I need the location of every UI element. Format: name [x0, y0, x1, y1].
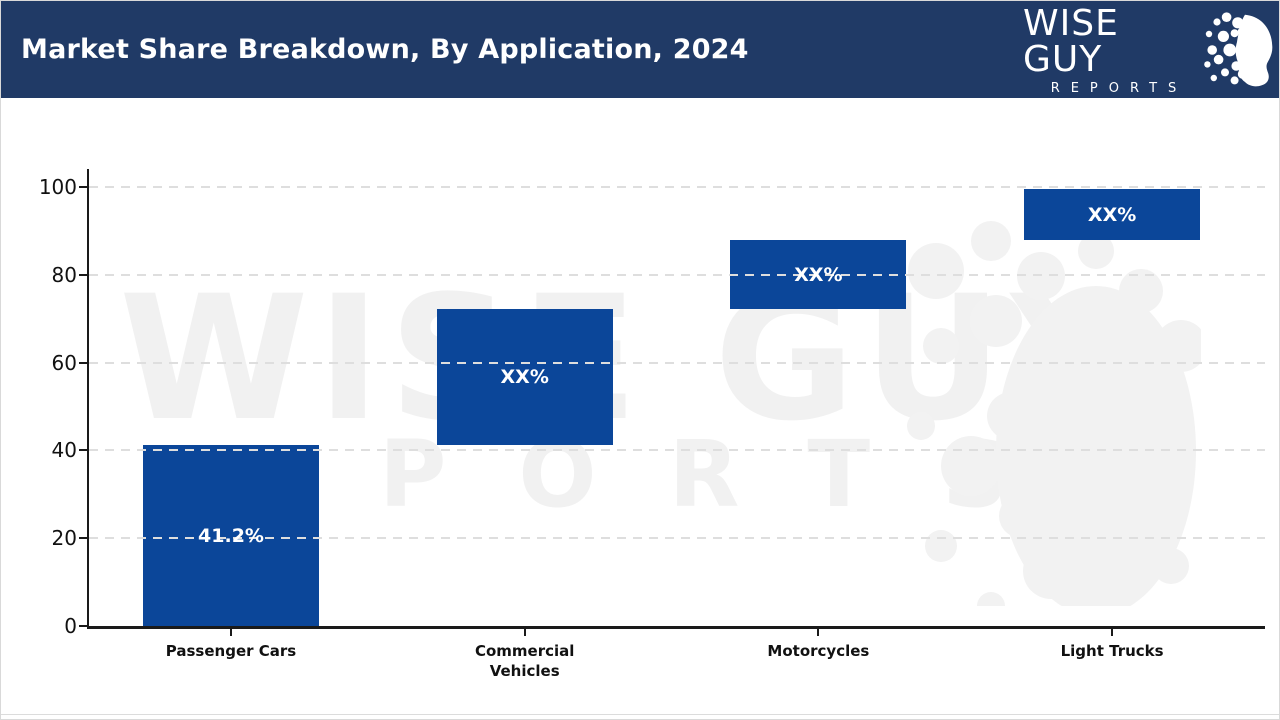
x-category-label: Motorcycles [767, 642, 870, 660]
bar [1024, 189, 1201, 241]
bar-value-label: XX% [500, 366, 549, 389]
gridline [89, 186, 1265, 188]
y-tick-label: 60 [51, 350, 77, 375]
gridline [89, 449, 1265, 452]
y-tick-label: 40 [51, 438, 77, 463]
header: Market Share Breakdown, By Application, … [1, 1, 1279, 98]
x-axis-line [87, 626, 1265, 629]
brand-name: WISE GUY [1023, 2, 1119, 80]
gridline [89, 273, 1265, 276]
x-category-label: Passenger Cars [165, 642, 297, 660]
y-tick-mark [79, 361, 87, 364]
plot-area: 0 20 40 60 80 100 41.2% Passenger Cars XX% Commer… [1, 98, 1279, 714]
x-category-label: Light Trucks [1060, 642, 1164, 660]
footer-divider [1, 714, 1279, 715]
gridline [89, 361, 1265, 364]
brand-logo: WISE GUY REPORTS [1023, 2, 1273, 96]
y-tick-mark [79, 273, 87, 276]
brand-subname: REPORTS [1050, 80, 1188, 96]
bar-value-label: XX% [794, 263, 843, 286]
bar-value-label: XX% [1087, 203, 1137, 226]
page-title: Market Share Breakdown, By Application, … [21, 34, 749, 65]
watermark-text-1: WISE GUY [119, 258, 1144, 459]
y-tick-label: 100 [38, 175, 77, 199]
y-tick-mark [79, 625, 87, 627]
bar [143, 445, 319, 626]
x-tick-mark [1111, 629, 1114, 636]
y-axis-line [87, 169, 89, 628]
brand-face-icon [1204, 12, 1273, 87]
x-tick-mark [817, 629, 820, 636]
bar-value-label: 41.2% [198, 524, 264, 547]
y-tick-mark [79, 449, 87, 452]
x-category-label: Commercial Vehicles [474, 642, 575, 681]
bar [436, 309, 613, 446]
x-tick-mark [230, 629, 232, 636]
gridline [89, 537, 1265, 540]
y-tick-mark [79, 537, 87, 540]
y-tick-label: 20 [51, 526, 77, 551]
x-tick-mark [523, 629, 526, 636]
y-tick-label: 0 [64, 614, 77, 638]
watermark-face-icon [907, 221, 1201, 606]
y-tick-mark [79, 186, 87, 188]
y-tick-label: 80 [51, 262, 77, 287]
brand-logo-text: WISE GUY REPORTS [1023, 2, 1207, 96]
